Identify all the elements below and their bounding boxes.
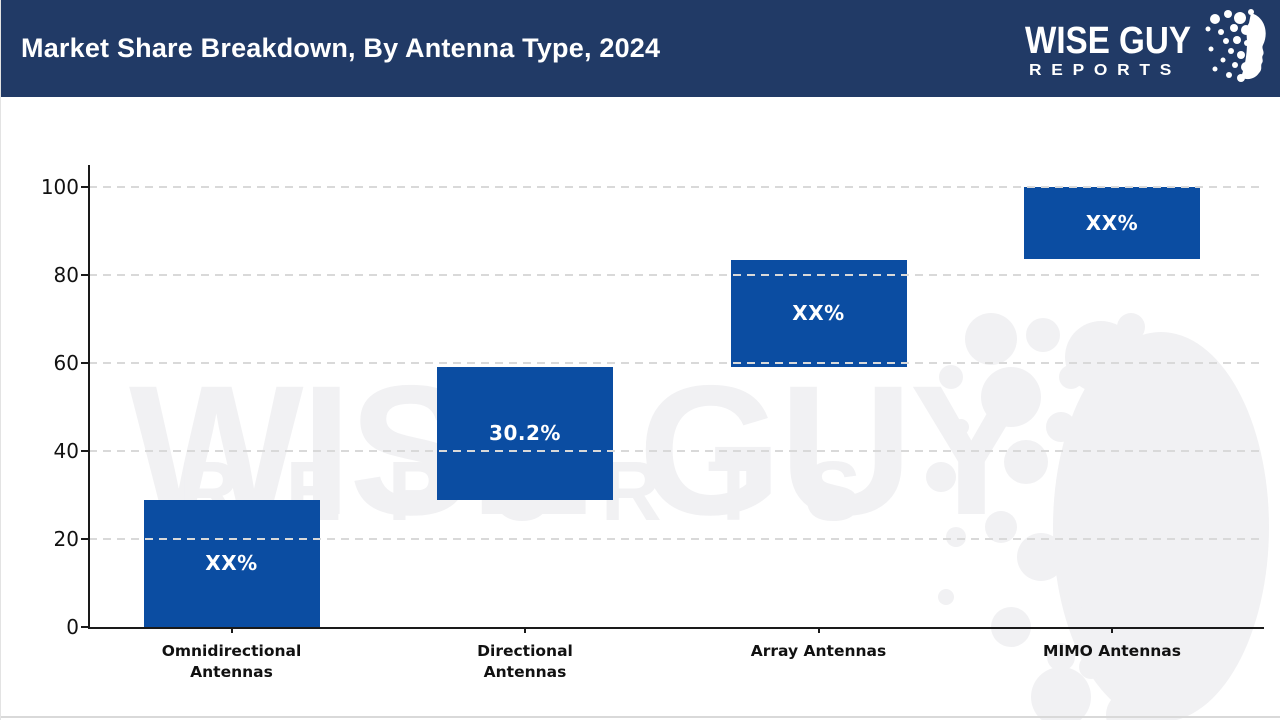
plot-area: WISE GUY REPORTS 020406080100XX%Omnidire…	[1, 97, 1280, 720]
x-tick	[1111, 627, 1113, 633]
y-tick-label-100: 100	[40, 175, 79, 199]
y-tick-100	[81, 186, 89, 188]
y-tick-label-60: 60	[53, 351, 79, 375]
gridline-40	[89, 450, 1263, 452]
x-tick	[230, 627, 233, 633]
x-category-label: Omnidirectional Antennas	[161, 642, 302, 681]
bar-segment: XX%	[1024, 187, 1200, 260]
x-category-label: Array Antennas	[750, 642, 887, 660]
header-bar: Market Share Breakdown, By Antenna Type,…	[1, 0, 1280, 97]
y-tick-60	[81, 362, 89, 364]
gridline-80	[89, 274, 1263, 276]
y-tick-0	[81, 626, 89, 628]
x-category-label: MIMO Antennas	[1043, 642, 1181, 660]
bar-value-label: XX%	[1085, 211, 1139, 236]
y-tick-20	[81, 538, 89, 540]
bar-value-label: XX%	[792, 301, 845, 326]
bar-value-label: 30.2%	[489, 421, 561, 446]
bottom-border-line	[1, 716, 1280, 718]
wise-guy-logo-graphic: WISE GUY REPORTS	[1025, 8, 1266, 82]
x-tick	[524, 627, 526, 633]
y-tick-80	[81, 274, 89, 276]
bar-segment: 30.2%	[437, 366, 613, 500]
y-tick-label-80: 80	[53, 263, 79, 287]
wise-guy-logo: WISE GUY REPORTS	[1019, 7, 1267, 91]
y-tick-label-0: 0	[66, 615, 79, 639]
y-tick-40	[81, 450, 89, 452]
x-axis-line	[88, 627, 1264, 629]
bar-value-label: XX%	[205, 551, 258, 576]
gridline-20	[89, 538, 1263, 540]
chart-title: Market Share Breakdown, By Antenna Type,…	[21, 33, 661, 63]
gridline-100	[89, 186, 1263, 188]
x-tick	[817, 627, 820, 633]
x-category-label: Directional Antennas	[477, 642, 573, 681]
y-axis-line	[88, 165, 90, 627]
logo-name-text: WISE GUY	[1025, 20, 1191, 62]
logo-dotted-face-icon	[1205, 8, 1266, 82]
y-tick-label-40: 40	[53, 439, 79, 463]
bar-segment: XX%	[730, 259, 907, 367]
y-tick-label-20: 20	[53, 527, 79, 551]
logo-tagline-text: REPORTS	[1029, 62, 1181, 79]
gridline-60	[89, 362, 1263, 364]
bar-segment: XX%	[143, 499, 320, 627]
watermark-dots-face-icon	[926, 313, 1269, 720]
